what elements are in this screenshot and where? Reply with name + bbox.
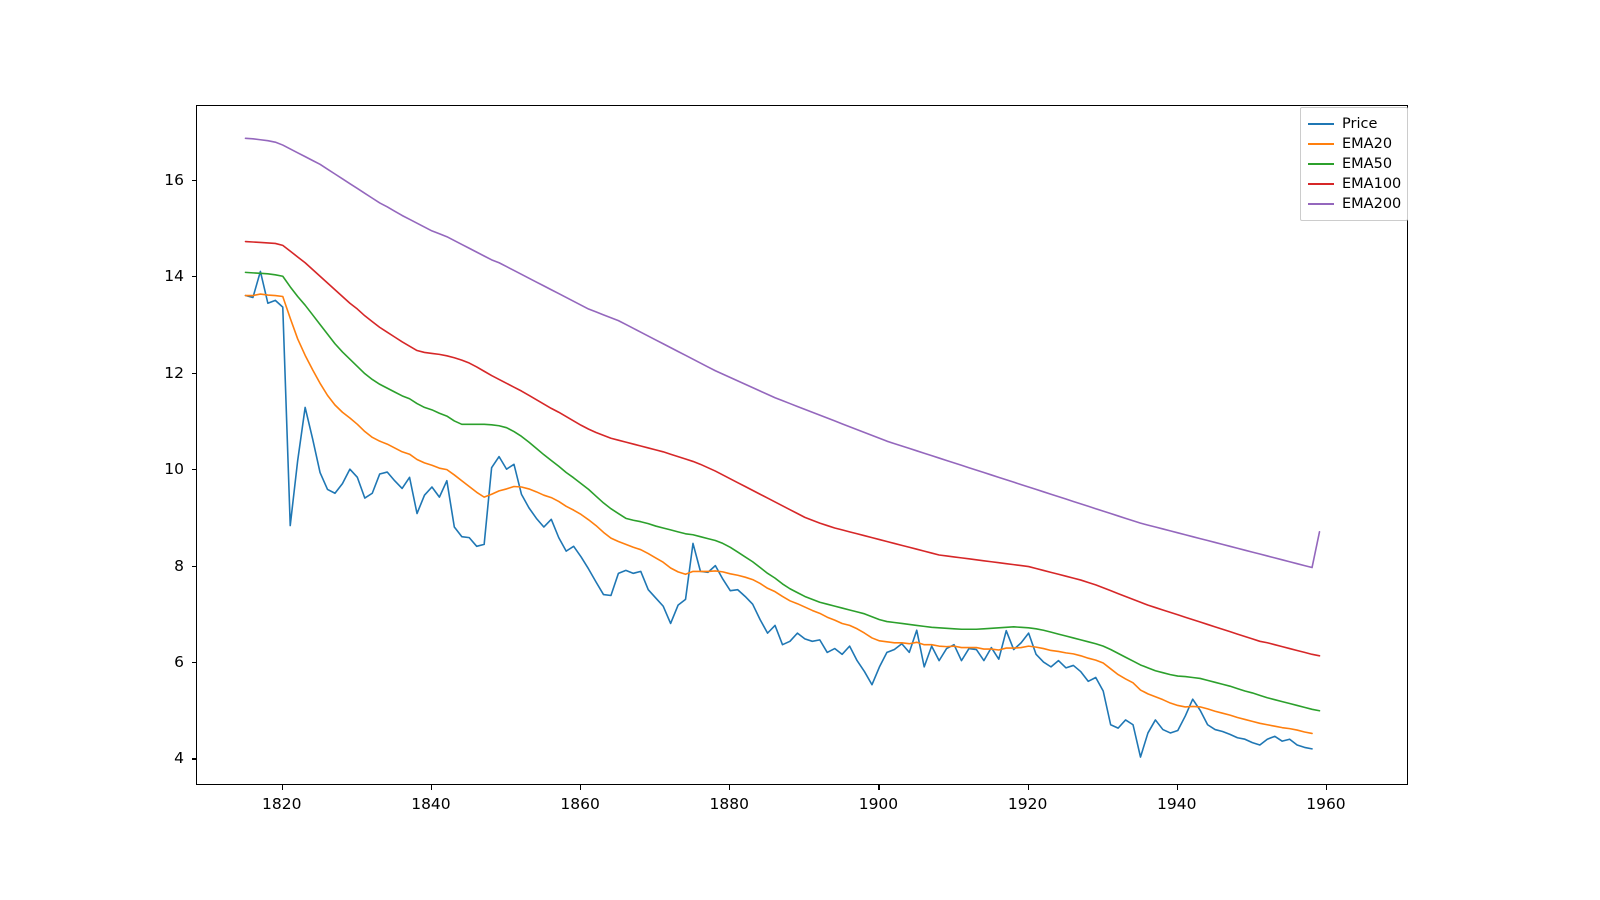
legend-item-ema20: EMA20 — [1308, 134, 1399, 154]
x-tick-label: 1820 — [262, 795, 302, 813]
legend-label: EMA20 — [1342, 135, 1393, 152]
y-tick-mark — [191, 565, 196, 567]
plot-canvas — [244, 137, 1321, 758]
legend-item-price: Price — [1308, 114, 1399, 134]
y-tick-mark — [191, 179, 196, 181]
series-line-ema100 — [244, 240, 1321, 657]
x-tick-mark — [580, 785, 582, 790]
y-tick-mark — [191, 469, 196, 471]
x-tick-label: 1880 — [709, 795, 749, 813]
legend-label: EMA100 — [1342, 175, 1402, 192]
y-tick-mark — [191, 758, 196, 760]
x-tick-label: 1840 — [411, 795, 451, 813]
x-tick-label: 1920 — [1007, 795, 1048, 813]
x-tick-mark — [1027, 785, 1029, 790]
y-tick-label: 10 — [164, 460, 184, 479]
legend-color-swatch — [1308, 183, 1334, 185]
y-tick-label: 4 — [174, 749, 184, 768]
series-group — [244, 137, 1321, 758]
legend-label: EMA200 — [1342, 195, 1402, 212]
x-tick-mark — [1325, 785, 1328, 790]
y-tick-mark — [191, 372, 196, 374]
legend-color-swatch — [1308, 123, 1334, 125]
series-line-ema200 — [244, 137, 1321, 569]
x-tick-mark — [878, 785, 880, 790]
x-tick-label: 1940 — [1157, 795, 1197, 813]
legend-label: Price — [1342, 115, 1378, 132]
y-tick-label: 16 — [164, 170, 184, 189]
legend-item-ema100: EMA100 — [1308, 174, 1402, 194]
y-tick-mark — [191, 276, 196, 278]
legend-label: EMA50 — [1342, 155, 1393, 172]
series-line-ema20 — [244, 293, 1313, 735]
legend-color-swatch — [1308, 143, 1334, 145]
x-tick-label: 1960 — [1306, 795, 1346, 813]
y-tick-label: 12 — [164, 363, 184, 382]
series-line-price — [244, 270, 1313, 758]
y-tick-label: 6 — [174, 653, 184, 672]
x-tick-mark — [729, 785, 731, 790]
y-tick-mark — [191, 662, 196, 664]
y-tick-label: 8 — [174, 556, 184, 575]
legend-color-swatch — [1308, 163, 1334, 165]
x-tick-label: 1860 — [560, 795, 600, 813]
chart-legend: Price EMA20 EMA50 EMA100 EMA200 — [1300, 107, 1408, 221]
x-tick-mark — [430, 785, 433, 790]
x-tick-mark — [281, 785, 283, 790]
legend-item-ema200: EMA200 — [1308, 194, 1402, 214]
plot-axes — [196, 105, 1408, 785]
series-line-ema50 — [244, 271, 1321, 712]
x-tick-mark — [1176, 785, 1178, 790]
x-tick-label: 1900 — [858, 795, 899, 813]
legend-color-swatch — [1308, 203, 1334, 205]
legend-item-ema50: EMA50 — [1308, 154, 1399, 174]
y-tick-label: 14 — [164, 267, 184, 286]
